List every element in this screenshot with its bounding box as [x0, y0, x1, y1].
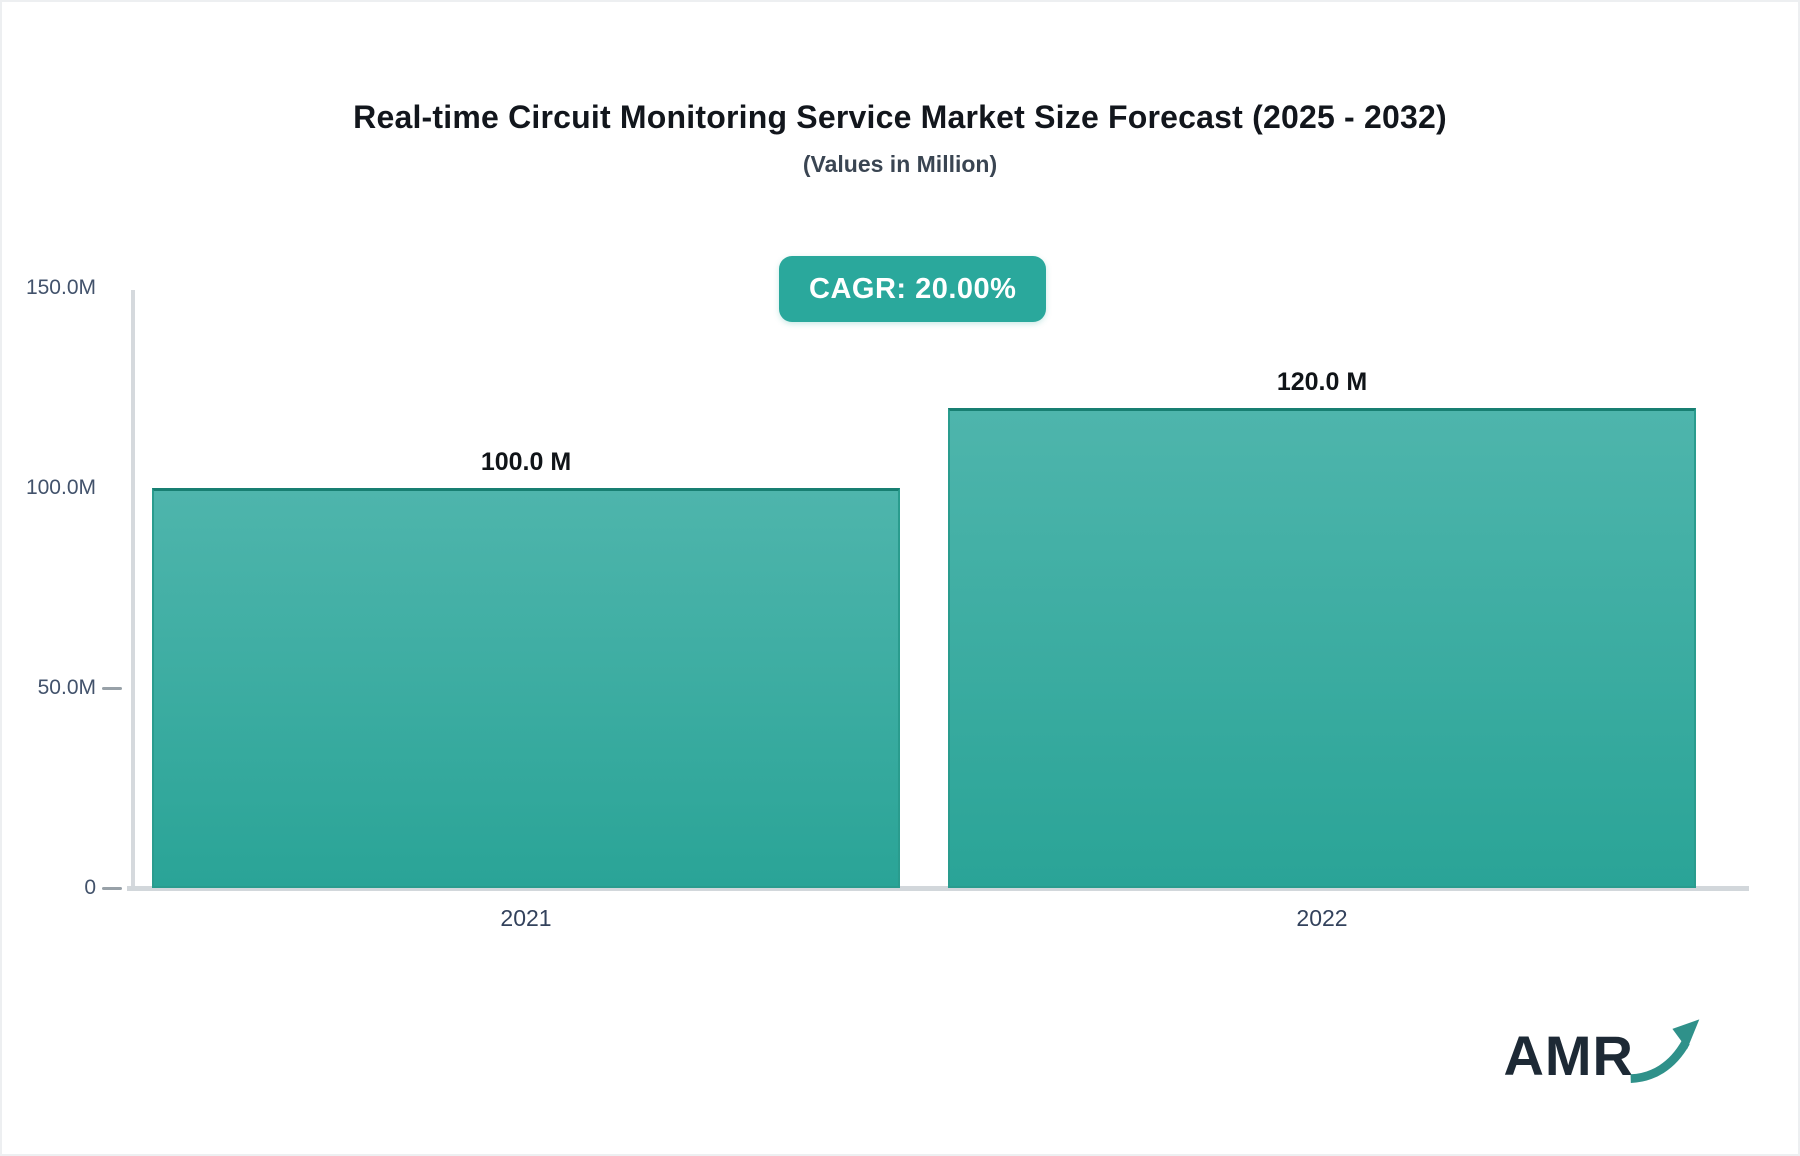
y-axis-tick-mark	[102, 887, 122, 890]
x-axis-line	[127, 886, 1749, 891]
chart-title: Real-time Circuit Monitoring Service Mar…	[353, 99, 1447, 135]
growth-arrow-icon	[1628, 1009, 1702, 1094]
y-axis-tick-label: 150.0M	[25, 276, 96, 299]
chart-subtitle: (Values in Million)	[802, 151, 998, 177]
y-axis-line	[131, 290, 135, 890]
amr-logo-text: AMR	[1503, 1024, 1634, 1087]
y-axis-tick-label: 100.0M	[25, 476, 96, 499]
y-axis-tick-mark	[102, 687, 122, 690]
bar-2022[interactable]	[948, 408, 1696, 888]
x-axis-category-label: 2022	[1296, 905, 1348, 931]
y-axis-tick-label: 0	[84, 876, 96, 899]
y-axis-tick-label: 50.0M	[37, 676, 96, 699]
cagr-badge: CAGR: 20.00%	[779, 256, 1047, 322]
x-axis-category-label: 2021	[500, 905, 552, 931]
bar-value-label: 120.0 M	[1276, 368, 1368, 396]
amr-logo: AMR	[1503, 1013, 1702, 1098]
bar-value-label: 100.0 M	[480, 448, 572, 476]
bar-2021[interactable]	[152, 488, 900, 888]
